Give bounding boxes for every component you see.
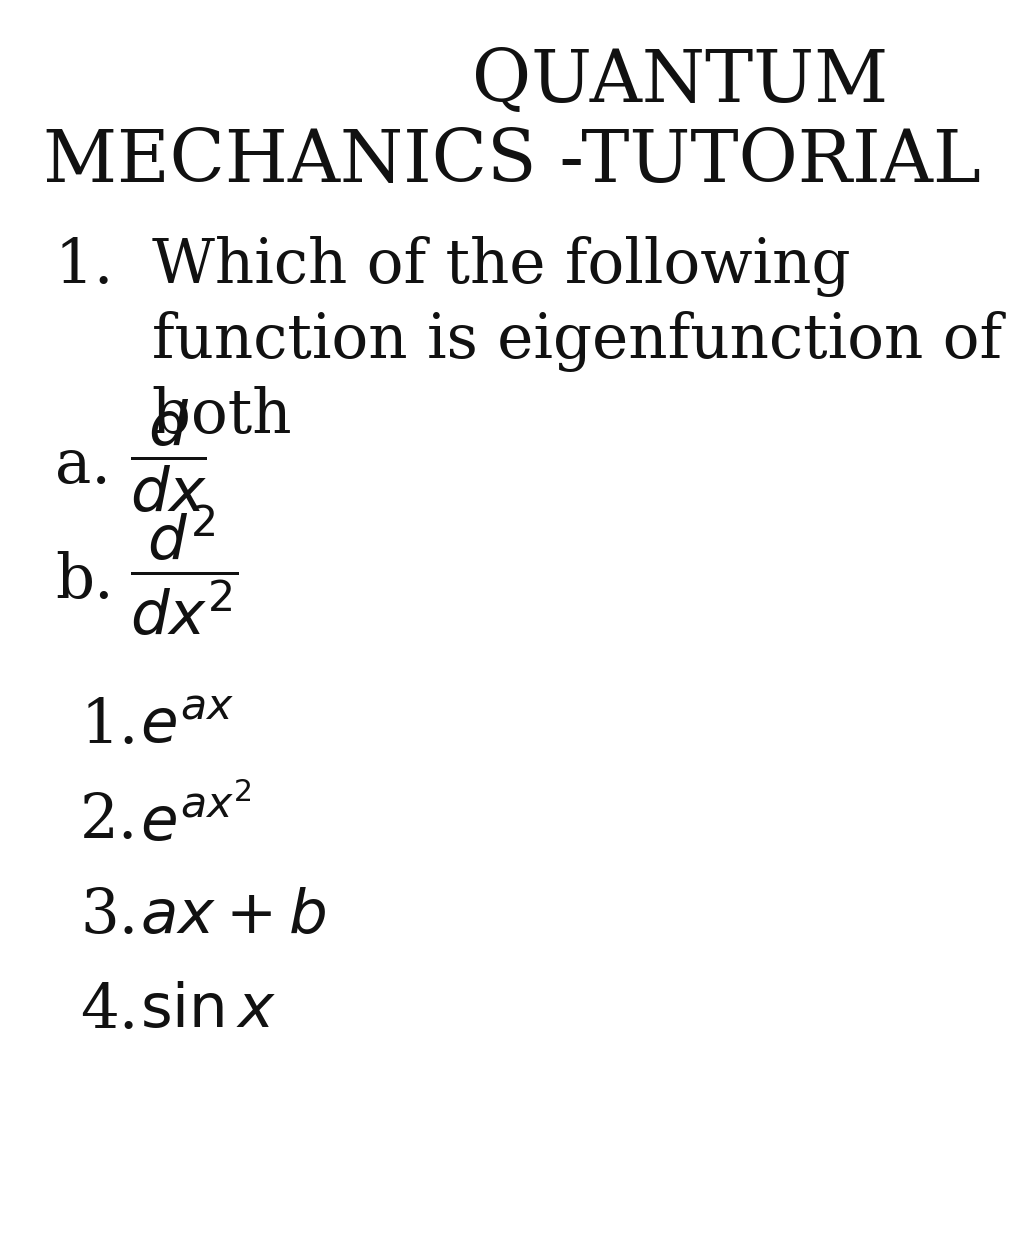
Text: $e^{ax}$: $e^{ax}$ xyxy=(140,697,234,755)
Text: QUANTUM: QUANTUM xyxy=(472,46,888,117)
Text: 1.: 1. xyxy=(80,697,138,756)
Text: function is eigenfunction of: function is eigenfunction of xyxy=(55,312,1002,373)
Text: 1.  Which of the following: 1. Which of the following xyxy=(55,235,851,297)
Text: both: both xyxy=(55,386,292,446)
Text: $\sin x$: $\sin x$ xyxy=(140,982,276,1040)
Text: b.: b. xyxy=(55,551,114,611)
Text: $\dfrac{d}{dx}$: $\dfrac{d}{dx}$ xyxy=(130,397,208,515)
Text: 2.: 2. xyxy=(80,791,138,851)
Text: 4.: 4. xyxy=(80,981,138,1040)
Text: a.: a. xyxy=(55,436,111,496)
Text: MECHANICS -TUTORIAL: MECHANICS -TUTORIAL xyxy=(43,126,981,197)
Text: $ax + b$: $ax + b$ xyxy=(140,886,327,946)
Text: $\dfrac{d^2}{dx^2}$: $\dfrac{d^2}{dx^2}$ xyxy=(130,503,239,638)
Text: $e^{ax^2}$: $e^{ax^2}$ xyxy=(140,787,252,855)
Text: 3.: 3. xyxy=(80,886,138,946)
